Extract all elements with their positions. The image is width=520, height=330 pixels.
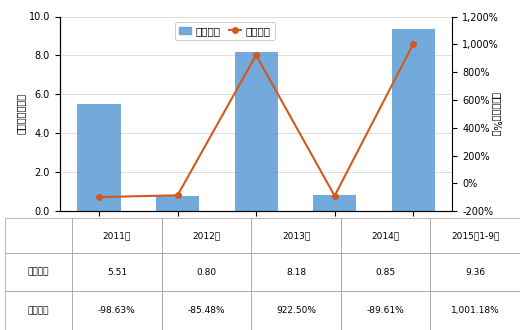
- Bar: [77, 104, 121, 211]
- Y-axis label: 出口数量（吨）: 出口数量（吨）: [16, 93, 26, 134]
- Bar: [156, 196, 199, 211]
- Legend: 出口数量, 同比增长: 出口数量, 同比增长: [175, 22, 275, 40]
- Bar: [313, 195, 356, 211]
- Y-axis label: 同比增速（%）: 同比增速（%）: [492, 92, 502, 136]
- Bar: [235, 52, 278, 211]
- Bar: [392, 29, 435, 211]
